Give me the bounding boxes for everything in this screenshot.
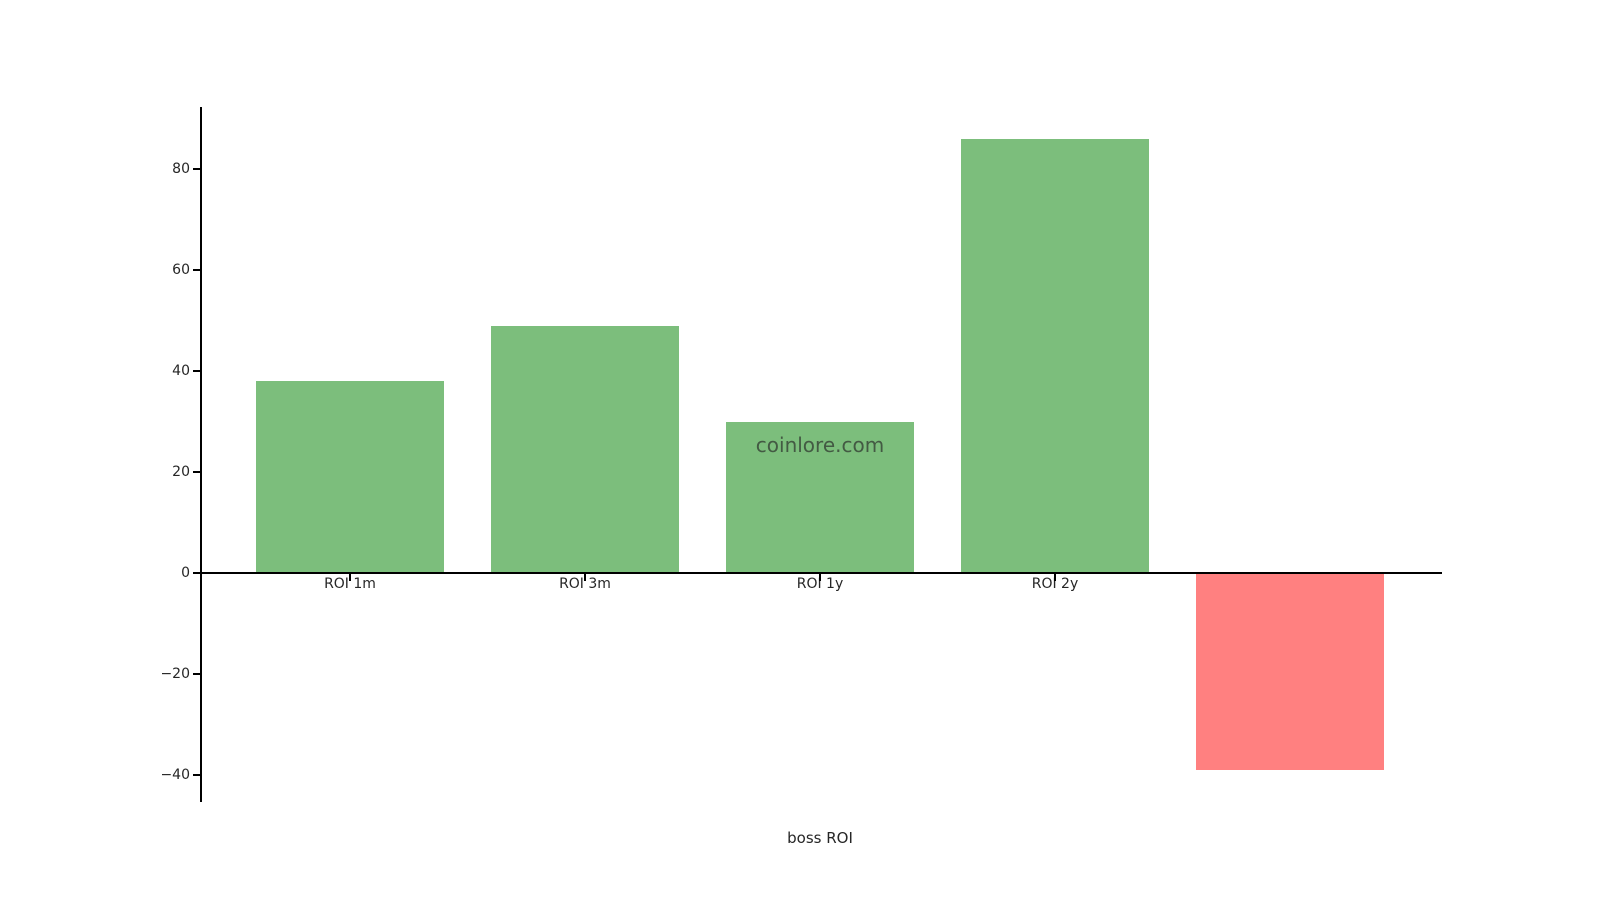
bar-roi-1m	[256, 381, 444, 574]
y-tick-mark	[193, 471, 200, 474]
x-axis-title: boss ROI	[787, 829, 853, 847]
y-tick-label: 20	[172, 464, 190, 481]
x-tick-mark	[349, 574, 351, 582]
x-tick-label: ROI 1y	[796, 576, 844, 593]
x-tick-mark	[584, 574, 586, 582]
y-tick-mark	[193, 370, 200, 373]
watermark-text: coinlore.com	[755, 433, 885, 457]
y-tick-label: 60	[172, 262, 190, 279]
x-tick-mark	[1054, 574, 1056, 582]
y-axis-line	[200, 107, 202, 802]
bar-roi-3m	[491, 325, 679, 574]
y-tick-mark	[193, 572, 200, 575]
x-axis-line	[200, 572, 1442, 574]
bar-unlabeled	[1196, 573, 1384, 771]
y-tick-label: −20	[160, 666, 190, 683]
y-tick-label: 0	[181, 565, 190, 582]
y-tick-mark	[193, 673, 200, 676]
bar-roi-2y	[961, 138, 1149, 574]
y-tick-label: 80	[172, 161, 190, 178]
y-tick-mark	[193, 774, 200, 777]
x-tick-mark	[819, 574, 821, 582]
x-tick-label: ROI 1m	[324, 576, 376, 593]
y-tick-label: 40	[172, 363, 190, 380]
x-tick-label: ROI 2y	[1031, 576, 1079, 593]
bar-roi-1y	[726, 421, 914, 574]
y-tick-mark	[193, 168, 200, 171]
y-tick-mark	[193, 269, 200, 272]
y-tick-label: −40	[160, 767, 190, 784]
x-tick-label: ROI 3m	[559, 576, 611, 593]
